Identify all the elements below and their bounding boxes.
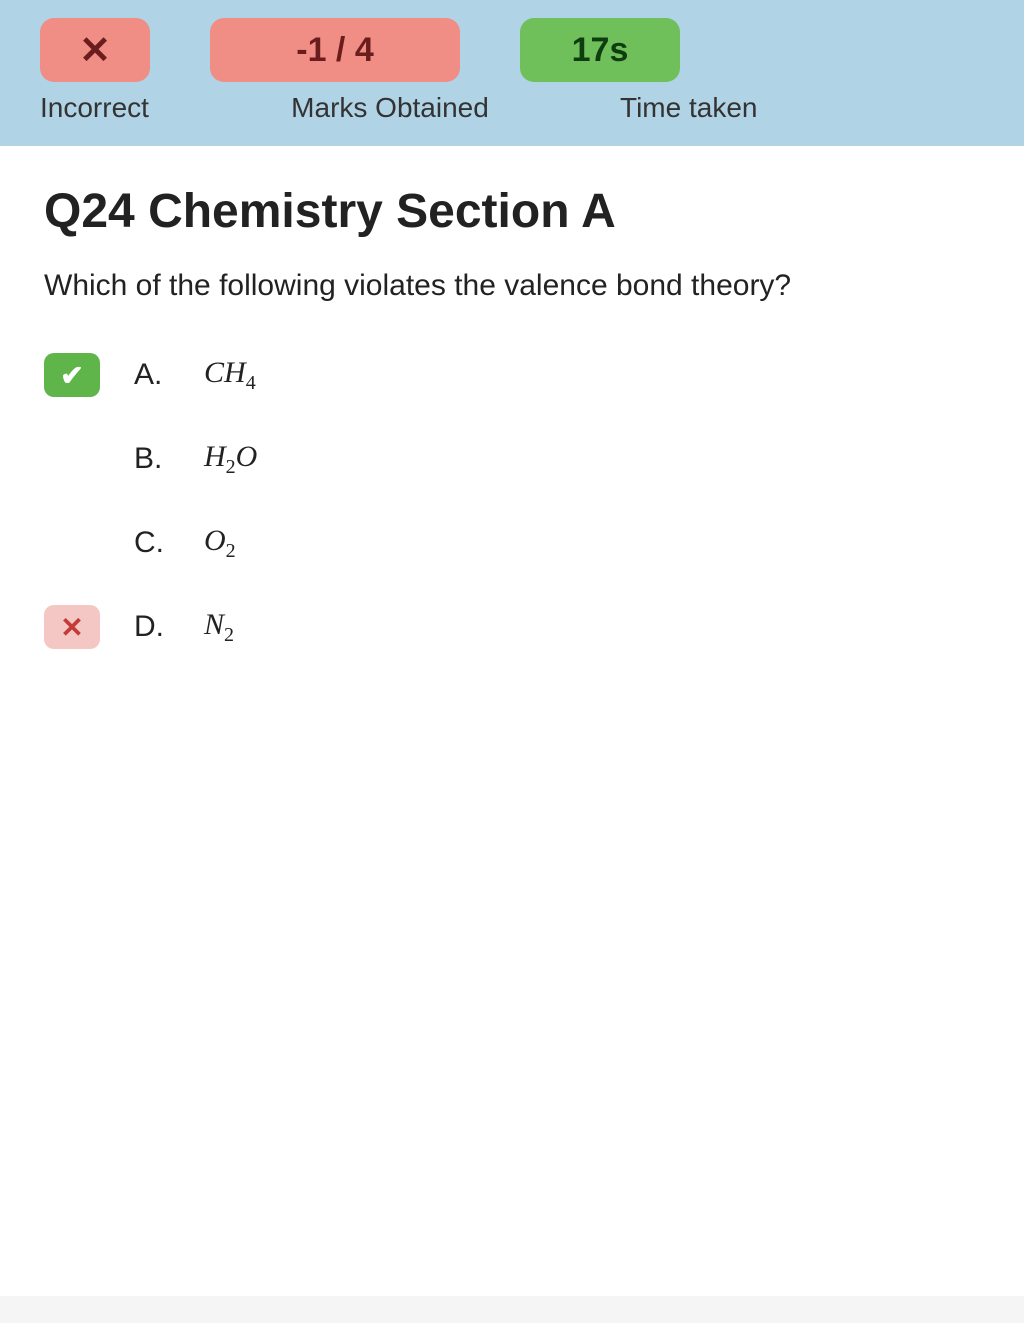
option-formula: O2	[204, 524, 236, 563]
option-formula: CH4	[204, 356, 256, 395]
option-letter: B.	[134, 442, 170, 476]
time-badge: 17s	[520, 18, 680, 82]
option-b[interactable]: B. H2O	[44, 437, 984, 481]
question-panel: Q24 Chemistry Section A Which of the fol…	[0, 146, 1024, 1296]
options-list: ✔ A. CH4 B. H2O C. O2 ✕ D. N2	[44, 353, 984, 649]
option-letter: C.	[134, 526, 170, 560]
label-marks: Marks Obtained	[260, 92, 520, 124]
result-banner: ✕ -1 / 4 17s Incorrect Marks Obtained Ti…	[0, 0, 1024, 146]
option-letter: D.	[134, 610, 170, 644]
marks-badge: -1 / 4	[210, 18, 460, 82]
label-incorrect: Incorrect	[40, 92, 200, 124]
option-formula: H2O	[204, 440, 257, 479]
badge-labels: Incorrect Marks Obtained Time taken	[40, 92, 984, 124]
label-time: Time taken	[580, 92, 984, 124]
option-a[interactable]: ✔ A. CH4	[44, 353, 984, 397]
option-d[interactable]: ✕ D. N2	[44, 605, 984, 649]
indicator-d: ✕	[44, 605, 100, 649]
question-text: Which of the following violates the vale…	[44, 269, 984, 303]
option-letter: A.	[134, 358, 170, 392]
question-title: Q24 Chemistry Section A	[44, 184, 984, 239]
indicator-a: ✔	[44, 353, 100, 397]
option-c[interactable]: C. O2	[44, 521, 984, 565]
option-formula: N2	[204, 608, 234, 647]
indicator-b	[44, 437, 100, 481]
indicator-c	[44, 521, 100, 565]
status-badge-wrong: ✕	[40, 18, 150, 82]
badge-row: ✕ -1 / 4 17s	[40, 18, 984, 82]
